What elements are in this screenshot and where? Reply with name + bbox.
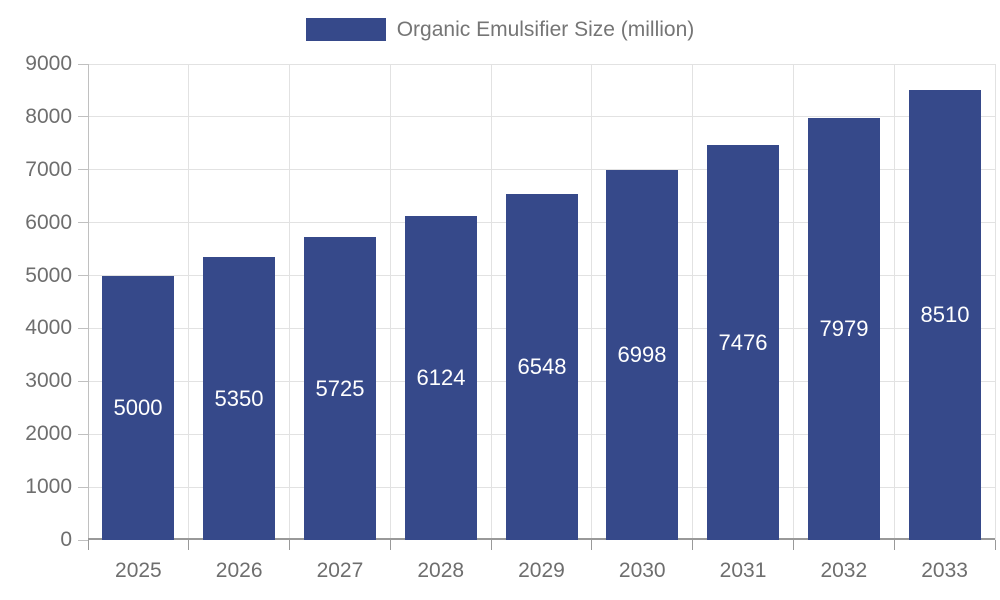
gridline-vertical	[389, 64, 391, 540]
x-axis-tick-label: 2028	[417, 559, 465, 582]
y-axis-tick	[78, 539, 88, 541]
y-axis-tick	[78, 433, 88, 435]
y-axis-tick-label: 5000	[25, 263, 72, 287]
x-axis-tick	[792, 540, 794, 550]
y-axis-tick-label: 7000	[25, 157, 72, 181]
y-axis-tick	[78, 380, 88, 382]
x-axis-tick	[893, 540, 895, 550]
bar[interactable]: 6548	[506, 194, 578, 540]
bar[interactable]: 7476	[707, 145, 779, 540]
bar[interactable]: 6998	[606, 170, 678, 540]
x-axis-tick	[188, 540, 190, 550]
bar-value-label: 5350	[214, 385, 264, 411]
x-axis-tick-label: 2031	[719, 559, 767, 582]
gridline-horizontal	[88, 169, 995, 171]
gridline-horizontal	[88, 116, 995, 118]
x-axis-tick	[289, 540, 291, 550]
x-axis-tick	[87, 540, 89, 550]
y-axis-line	[88, 64, 89, 540]
bar-value-label: 8510	[920, 302, 970, 327]
x-axis-tick	[994, 540, 996, 550]
y-axis-tick-label: 3000	[25, 369, 72, 393]
bar[interactable]: 7979	[808, 118, 880, 540]
x-axis-tick	[591, 540, 593, 550]
x-axis-tick-label: 2027	[316, 559, 364, 582]
bar[interactable]: 5000	[102, 276, 174, 540]
bar[interactable]: 5350	[203, 257, 275, 540]
gridline-vertical	[188, 64, 190, 540]
gridline-vertical	[792, 64, 794, 540]
y-axis-tick	[78, 169, 88, 171]
y-axis-tick	[78, 222, 88, 224]
y-axis-tick	[78, 116, 88, 118]
gridline-horizontal	[88, 63, 995, 65]
x-axis-tick-label: 2032	[820, 559, 868, 582]
gridline-vertical	[994, 64, 996, 540]
x-axis-tick	[490, 540, 492, 550]
gridline-vertical	[591, 64, 593, 540]
y-axis-tick-label: 6000	[25, 210, 72, 234]
x-axis-tick-label: 2029	[518, 559, 565, 582]
y-axis-tick-label: 2000	[25, 422, 72, 446]
gridline-vertical	[692, 64, 694, 540]
y-axis-tick-label: 0	[60, 528, 72, 551]
x-axis-tick-label: 2026	[215, 559, 263, 582]
bar[interactable]: 8510	[909, 90, 981, 540]
plot-area: 0 1000 2000 3000 4000 5000 6000 7000 8000 9000 500…	[25, 52, 996, 582]
bar-value-label: 6124	[416, 365, 466, 390]
bar[interactable]: 6124	[405, 216, 477, 540]
legend-label: Organic Emulsifier Size (million)	[396, 18, 695, 41]
x-axis-tick-label: 2025	[115, 559, 162, 582]
y-axis-tick	[78, 327, 88, 329]
y-axis-tick	[78, 486, 88, 488]
gridline-vertical	[490, 64, 492, 540]
y-axis-tick-label: 8000	[25, 104, 72, 128]
y-axis-tick-label: 1000	[25, 475, 72, 499]
bar-value-label: 5725	[315, 375, 365, 401]
y-axis-tick-label: 4000	[25, 316, 72, 340]
gridline-vertical	[289, 64, 291, 540]
x-axis-tick-label: 2033	[921, 559, 968, 582]
bar-value-label: 6998	[617, 342, 667, 367]
y-axis-tick	[78, 63, 88, 65]
chart-legend[interactable]: Organic Emulsifier Size (million)	[0, 18, 1000, 41]
bar-value-label: 5000	[113, 395, 163, 420]
bar-value-label: 7476	[718, 329, 768, 355]
x-axis-tick-label: 2030	[618, 559, 666, 582]
bar[interactable]: 5725	[304, 237, 376, 540]
bar-value-label: 7979	[819, 316, 869, 341]
gridline-vertical	[893, 64, 895, 540]
y-axis-tick-label: 9000	[25, 52, 72, 75]
bar-value-label: 6548	[517, 354, 567, 379]
y-axis-tick	[78, 275, 88, 277]
x-axis-tick	[389, 540, 391, 550]
legend-swatch-icon	[305, 18, 386, 41]
x-axis-tick	[692, 540, 694, 550]
